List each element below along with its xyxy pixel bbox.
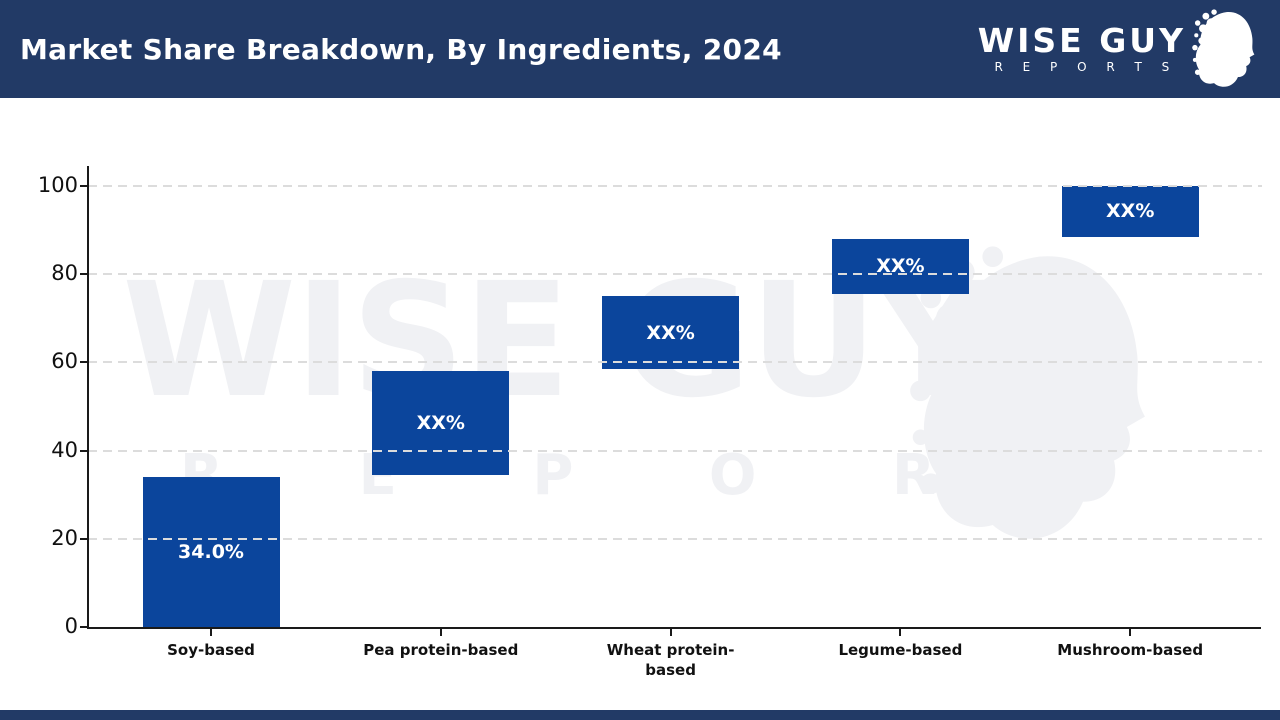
bar-soy-based: 34.0%: [142, 477, 280, 627]
y-tick-mark: [80, 361, 87, 364]
y-tick-label: 80: [51, 261, 78, 286]
bar-value-label: XX%: [876, 255, 925, 278]
y-tick-label: 20: [51, 525, 78, 550]
x-tick-label: Soy-based: [167, 641, 255, 659]
footer-bar: [0, 710, 1280, 720]
x-tick-label: Mushroom-based: [1057, 641, 1204, 659]
y-tick-mark: [80, 273, 87, 276]
x-tick-mark: [210, 629, 212, 636]
page-title: Market Share Breakdown, By Ingredients, …: [20, 32, 782, 66]
x-tick-mark: [669, 629, 672, 636]
grid-line: [88, 273, 1262, 276]
y-tick-label: 100: [37, 173, 78, 197]
x-tick-label: Pea protein-based: [363, 641, 519, 659]
y-tick-mark: [80, 185, 87, 187]
x-axis-line: [87, 627, 1261, 629]
bar-pea-protein-based: XX%: [372, 371, 510, 475]
x-tick-mark: [1129, 629, 1132, 636]
bar-value-label: 34.0%: [178, 541, 244, 564]
x-tick-mark: [899, 629, 902, 636]
bar-value-label: XX%: [416, 412, 465, 435]
x-tick-label: Wheat protein- based: [606, 641, 735, 680]
bar-legume-based: XX%: [831, 238, 969, 295]
logo-wordmark: WISE GUY: [977, 21, 1186, 60]
bar-wheat-protein-based: XX%: [602, 296, 740, 369]
header-bar: Market Share Breakdown, By Ingredients, …: [0, 0, 1280, 98]
bar-value-label: XX%: [1106, 200, 1155, 223]
logo-text: WISE GUY R E P O R T S: [978, 24, 1186, 74]
grid-line: [88, 185, 1262, 187]
logo-subtitle: R E P O R T S: [994, 60, 1178, 74]
bar-value-label: XX%: [646, 321, 695, 344]
y-tick-label: 40: [51, 437, 78, 462]
logo-head-icon: [1192, 9, 1255, 87]
grid-line: [88, 537, 1262, 540]
y-tick-mark: [80, 537, 87, 540]
grid-line: [88, 449, 1262, 452]
bar-mushroom-based: XX%: [1061, 186, 1199, 237]
y-tick-mark: [80, 449, 87, 452]
y-tick-label: 0: [64, 614, 78, 638]
y-axis-line: [87, 166, 89, 629]
grid-line: [88, 361, 1262, 364]
wise-guy-logo: WISE GUY R E P O R T S: [978, 8, 1262, 90]
y-tick-label: 60: [51, 349, 78, 374]
x-tick-mark: [439, 629, 442, 636]
y-tick-mark: [80, 626, 87, 628]
x-tick-label: Legume-based: [838, 641, 963, 659]
